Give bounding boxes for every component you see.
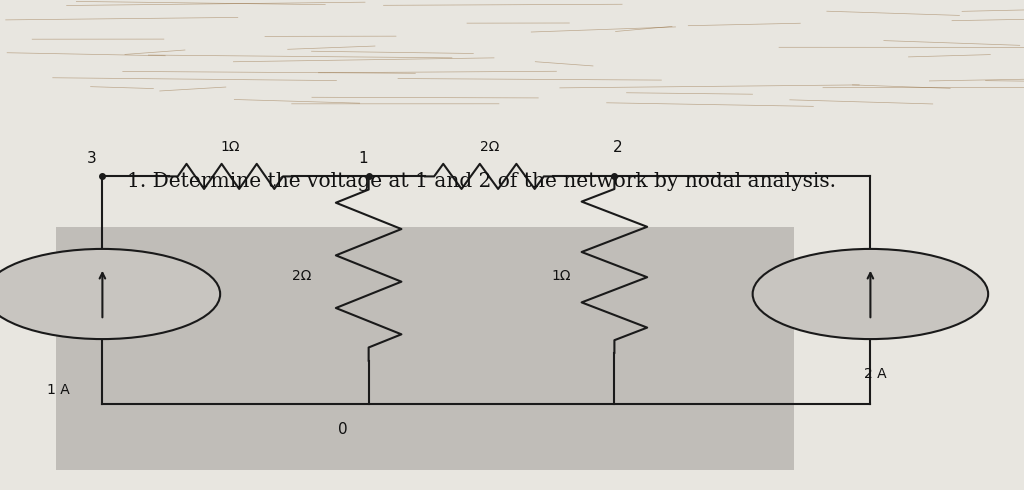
Text: 2Ω: 2Ω [293,270,311,283]
Text: 2Ω: 2Ω [480,140,499,154]
Text: 3: 3 [87,151,97,166]
Circle shape [753,249,988,339]
Text: 1. Determine the voltage at 1 and 2 of the network by nodal analysis.: 1. Determine the voltage at 1 and 2 of t… [127,172,836,192]
Text: 2 A: 2 A [864,368,887,381]
Text: 1Ω: 1Ω [551,270,571,283]
Text: 1: 1 [358,151,369,166]
Circle shape [0,249,220,339]
Bar [56,227,794,470]
Text: 0: 0 [338,422,348,437]
Text: 1 A: 1 A [47,383,70,397]
Text: 1Ω: 1Ω [220,140,241,154]
Text: 2: 2 [612,140,623,154]
